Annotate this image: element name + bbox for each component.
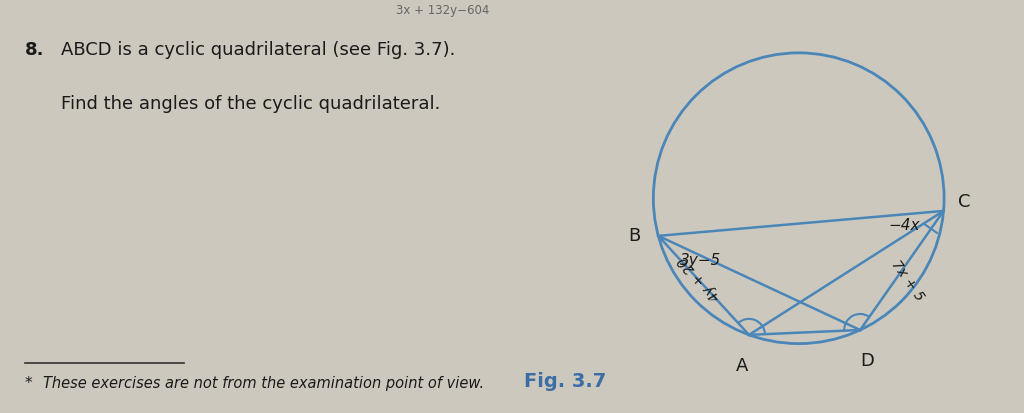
Text: Fig. 3.7: Fig. 3.7 [524, 372, 606, 391]
Text: 8.: 8. [25, 41, 44, 59]
Text: 3x + 132y−604: 3x + 132y−604 [395, 4, 489, 17]
Text: D: D [860, 352, 874, 370]
Text: 3y−5: 3y−5 [680, 253, 721, 268]
Text: B: B [629, 227, 641, 245]
Text: −4x: −4x [888, 218, 920, 233]
Text: These exercises are not from the examination point of view.: These exercises are not from the examina… [43, 376, 484, 391]
Text: 4y + 20: 4y + 20 [676, 253, 723, 303]
Text: ABCD is a cyclic quadrilateral (see Fig. 3.7).: ABCD is a cyclic quadrilateral (see Fig.… [61, 41, 456, 59]
Text: Find the angles of the cyclic quadrilateral.: Find the angles of the cyclic quadrilate… [61, 95, 440, 113]
Text: C: C [958, 193, 971, 211]
Text: 7x + 5: 7x + 5 [889, 258, 927, 304]
Text: A: A [735, 357, 748, 375]
Text: *: * [25, 376, 32, 391]
